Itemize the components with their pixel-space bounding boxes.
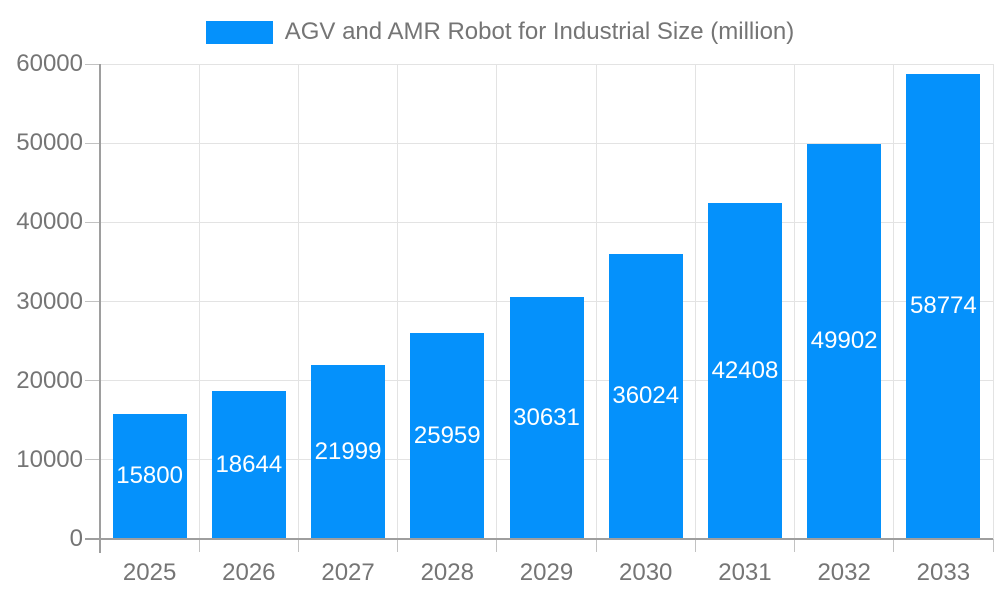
x-axis-tick-label: 2031 (718, 559, 772, 586)
y-axis-tick (85, 142, 100, 144)
bar (906, 73, 981, 539)
y-axis-tick-label: 0 (69, 525, 83, 552)
bar (211, 391, 286, 539)
x-gridline (297, 64, 299, 539)
x-gridline (893, 64, 895, 539)
y-gridline (100, 63, 993, 65)
y-axis-tick-label: 60000 (16, 50, 83, 77)
y-axis-tick (85, 221, 100, 223)
bar (509, 296, 584, 539)
x-gridline (397, 64, 399, 539)
bar-value-label: 25959 (413, 422, 481, 450)
x-axis-tick (496, 539, 498, 552)
x-axis-tick-label: 2029 (519, 559, 574, 586)
y-axis-tick-label: 30000 (16, 287, 83, 315)
y-axis-tick (85, 63, 100, 65)
bar (807, 143, 882, 539)
bar-value-label: 49902 (810, 327, 878, 355)
y-axis-tick-label: 50000 (16, 129, 83, 157)
y-axis-line (99, 64, 101, 553)
x-axis-tick (794, 539, 796, 552)
x-gridline (496, 64, 498, 539)
x-axis-tick-label: 2025 (122, 559, 177, 586)
x-gridline (595, 64, 597, 539)
bar-value-label: 58774 (910, 292, 977, 320)
x-axis-tick (595, 539, 597, 552)
y-axis-tick-label: 10000 (16, 445, 83, 473)
bar (112, 413, 187, 539)
y-axis-tick-label: 20000 (16, 366, 83, 394)
y-axis-tick-label: 40000 (16, 208, 83, 236)
bar-value-label: 18644 (215, 451, 283, 479)
x-gridline (992, 64, 994, 539)
bar (410, 333, 485, 539)
bar (311, 364, 386, 539)
x-gridline (794, 64, 796, 539)
x-axis-tick (893, 539, 895, 552)
legend-label: AGV and AMR Robot for Industrial Size (m… (284, 18, 795, 45)
x-axis-tick-label: 2032 (817, 559, 871, 586)
x-axis-tick-label: 2027 (321, 559, 375, 586)
bar (707, 203, 782, 539)
x-axis-tick (992, 539, 994, 552)
x-axis-tick (694, 539, 696, 552)
x-axis-tick-label: 2030 (619, 559, 673, 586)
x-gridline (198, 64, 200, 539)
y-axis-tick (85, 459, 100, 461)
x-axis-tick (198, 539, 200, 552)
y-axis-tick (85, 380, 100, 382)
y-gridline (100, 221, 993, 223)
y-axis-tick (85, 301, 100, 302)
x-axis-line (85, 538, 993, 540)
bar-value-label: 36024 (612, 382, 680, 410)
legend-swatch (205, 20, 273, 44)
bar-value-label: 42408 (711, 357, 779, 385)
x-axis-tick-label: 2026 (222, 559, 276, 586)
x-axis-tick (397, 539, 399, 552)
x-gridline (694, 64, 696, 539)
bar-value-label: 30631 (513, 403, 580, 431)
y-gridline (100, 142, 993, 144)
x-axis-tick-label: 2033 (916, 559, 971, 586)
bar-value-label: 21999 (314, 437, 382, 465)
bar-value-label: 15800 (116, 462, 183, 490)
x-axis-tick-label: 2028 (420, 559, 474, 586)
bar (608, 253, 683, 539)
legend: AGV and AMR Robot for Industrial Size (m… (0, 18, 1000, 46)
x-axis-tick (297, 539, 299, 552)
